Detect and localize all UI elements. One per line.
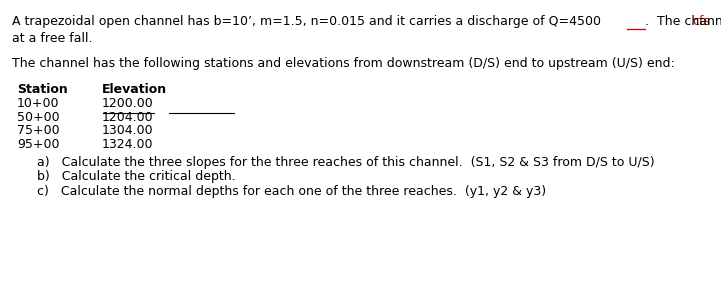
Text: cfs: cfs bbox=[692, 15, 710, 28]
Text: 10+00: 10+00 bbox=[17, 97, 60, 110]
Text: 75+00: 75+00 bbox=[17, 124, 60, 137]
Text: .  The channel terminates: . The channel terminates bbox=[645, 15, 721, 28]
Text: 50+00: 50+00 bbox=[17, 111, 60, 124]
Text: b)   Calculate the critical depth.: b) Calculate the critical depth. bbox=[37, 171, 236, 184]
Text: 1324.00: 1324.00 bbox=[102, 138, 154, 151]
Text: 1200.00: 1200.00 bbox=[102, 97, 154, 110]
Text: 1304.00: 1304.00 bbox=[102, 124, 154, 137]
Text: c)   Calculate the normal depths for each one of the three reaches.  (y1, y2 & y: c) Calculate the normal depths for each … bbox=[37, 185, 546, 198]
Text: 1204.00: 1204.00 bbox=[102, 111, 154, 124]
Text: at a free fall.: at a free fall. bbox=[12, 32, 92, 45]
Text: 95+00: 95+00 bbox=[17, 138, 60, 151]
Text: A trapezoidal open channel has b=10’, m=1.5, n=0.015 and it carries a discharge : A trapezoidal open channel has b=10’, m=… bbox=[12, 15, 605, 28]
Text: a)   Calculate the three slopes for the three reaches of this channel.  (S1, S2 : a) Calculate the three slopes for the th… bbox=[37, 156, 655, 169]
Text: Station: Station bbox=[17, 82, 68, 95]
Text: Elevation: Elevation bbox=[102, 82, 167, 95]
Text: The channel has the following stations and elevations from downstream (D/S) end : The channel has the following stations a… bbox=[12, 57, 675, 70]
